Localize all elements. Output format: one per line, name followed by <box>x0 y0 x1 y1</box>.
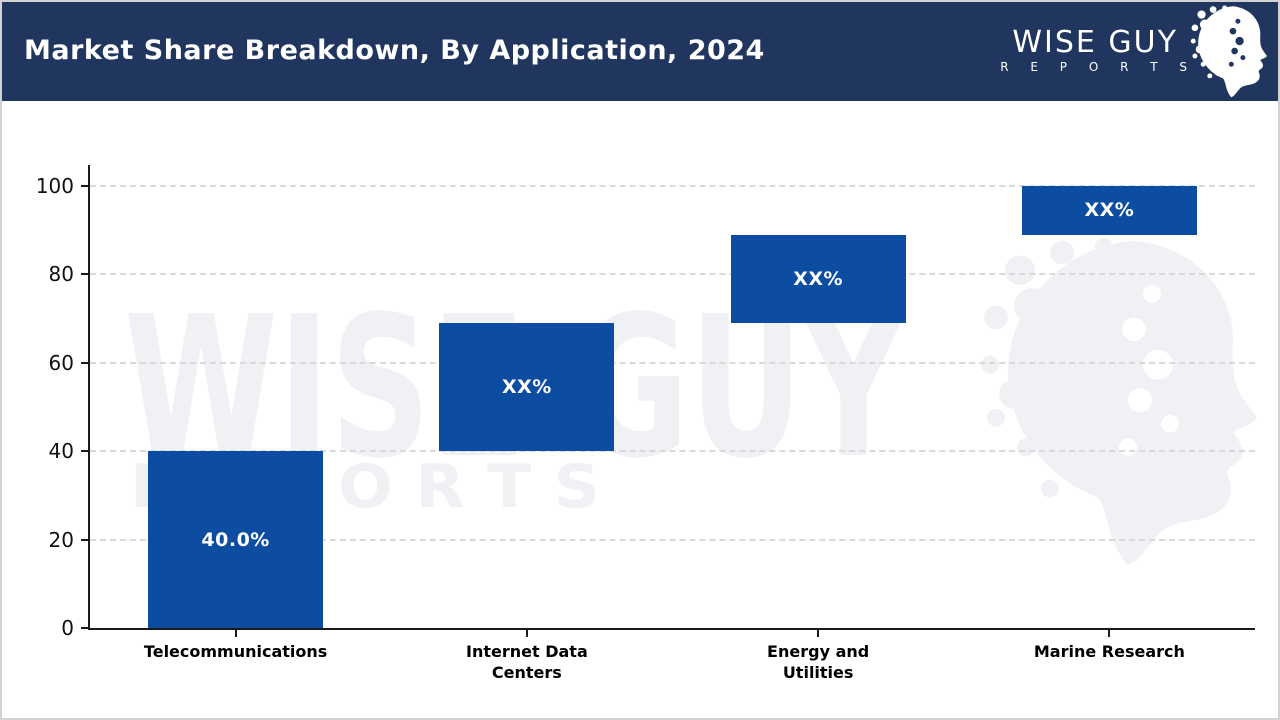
y-tick-label-60: 60 <box>48 350 74 375</box>
y-tick-60 <box>81 361 90 364</box>
brand-logo-text: WISE GUY R E P O R T S <box>994 27 1196 74</box>
x-tick-telecommunications <box>234 628 237 637</box>
y-tick-40 <box>81 450 90 453</box>
gridline-20 <box>90 538 1255 541</box>
bar-internet-data-centers: XX% <box>439 323 615 452</box>
y-tick-label-0: 0 <box>61 616 74 640</box>
x-tick-internet-data-centers <box>525 628 528 637</box>
header-bar: Market Share Breakdown, By Application, … <box>2 2 1278 101</box>
x-axis-label-marine-research: Marine Research <box>1033 642 1185 661</box>
x-axis-label-internet-data-centers: Internet Data Centers <box>466 642 588 682</box>
gridline-80 <box>90 273 1255 276</box>
y-tick-label-40: 40 <box>48 439 74 464</box>
gridline-40 <box>90 450 1255 453</box>
brand-subname: R E P O R T S <box>1000 59 1196 74</box>
y-tick-0 <box>81 627 90 629</box>
y-tick-label-20: 20 <box>48 527 74 552</box>
y-tick-20 <box>81 538 90 541</box>
watermark-dotted-head-icon <box>981 237 1257 566</box>
x-axis-spine <box>88 628 1255 630</box>
bar-telecommunications: 40.0% <box>148 451 324 628</box>
gridline-100 <box>90 185 1255 187</box>
dotted-head-logo-icon <box>1190 4 1267 97</box>
bar-value-label-marine-research: XX% <box>1084 199 1135 222</box>
x-tick-marine-research <box>1108 628 1111 637</box>
bar-marine-research: XX% <box>1021 186 1197 235</box>
y-tick-label-100: 100 <box>35 174 74 198</box>
page-title: Market Share Breakdown, By Application, … <box>24 35 765 66</box>
gridline-60 <box>90 361 1255 364</box>
y-tick-100 <box>81 185 90 187</box>
y-tick-label-80: 80 <box>48 262 74 287</box>
x-axis-label-telecommunications: Telecommunications <box>143 642 328 661</box>
bar-energy-and-utilities: XX% <box>730 234 906 323</box>
bar-value-label-telecommunications: 40.0% <box>201 528 270 551</box>
brand-name: WISE GUY <box>1012 25 1178 61</box>
x-tick-energy-and-utilities <box>817 628 820 637</box>
y-tick-80 <box>81 273 90 276</box>
x-axis-label-energy-and-utilities: Energy and Utilities <box>767 642 870 682</box>
brand-logo: WISE GUY R E P O R T S <box>994 3 1274 99</box>
y-axis-spine <box>88 165 90 630</box>
bar-value-label-internet-data-centers: XX% <box>501 376 552 399</box>
bar-value-label-energy-and-utilities: XX% <box>793 267 844 290</box>
